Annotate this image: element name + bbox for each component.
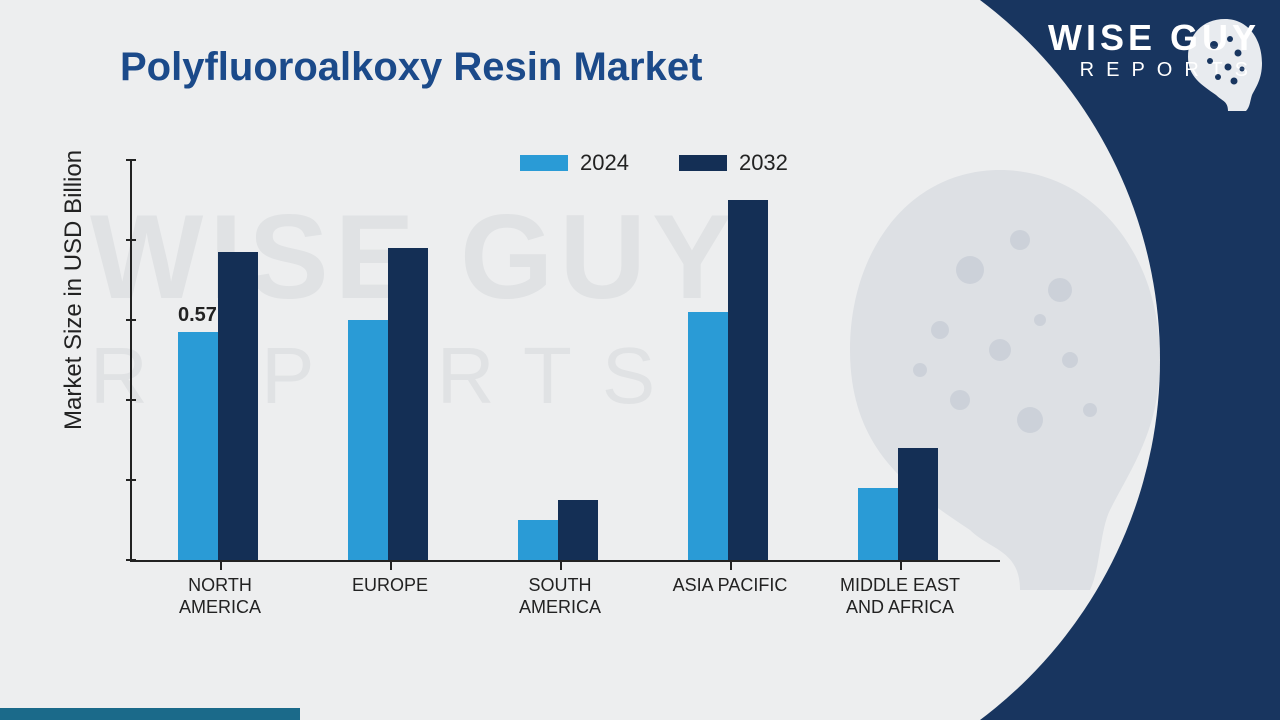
category-label: ASIA PACIFIC — [660, 575, 800, 597]
y-tick — [126, 239, 136, 241]
bar-group — [840, 160, 960, 560]
bar-2024 — [518, 520, 558, 560]
y-tick — [126, 559, 136, 561]
y-axis-label: Market Size in USD Billion — [60, 150, 88, 430]
footer-accent-bar — [0, 708, 300, 720]
x-axis — [130, 560, 1000, 562]
y-tick — [126, 399, 136, 401]
category-label: EUROPE — [320, 575, 460, 597]
y-tick — [126, 319, 136, 321]
category-label: MIDDLE EAST AND AFRICA — [830, 575, 970, 618]
bar-2024 — [858, 488, 898, 560]
x-tick — [220, 560, 222, 570]
bar-2032 — [388, 248, 428, 560]
stage: WISE GUY REPORTS Polyfluoroalkoxy Resin … — [0, 0, 1280, 720]
chart-title: Polyfluoroalkoxy Resin Market — [120, 45, 702, 90]
bar-2024 — [348, 320, 388, 560]
x-tick — [730, 560, 732, 570]
bar-chart: NORTH AMERICAEUROPESOUTH AMERICAASIA PAC… — [100, 160, 1000, 580]
category-label: NORTH AMERICA — [150, 575, 290, 618]
x-tick — [560, 560, 562, 570]
bar-data-label: 0.57 — [178, 304, 217, 327]
bar-2024 — [688, 312, 728, 560]
y-tick — [126, 479, 136, 481]
bar-2032 — [218, 252, 258, 560]
x-tick — [390, 560, 392, 570]
bar-group — [500, 160, 620, 560]
bar-2032 — [728, 200, 768, 560]
y-axis — [130, 160, 132, 560]
bar-group — [670, 160, 790, 560]
y-tick — [126, 159, 136, 161]
bar-2024 — [178, 332, 218, 560]
logo-head-icon — [1180, 15, 1270, 115]
bar-2032 — [558, 500, 598, 560]
x-tick — [900, 560, 902, 570]
category-label: SOUTH AMERICA — [490, 575, 630, 618]
brand-logo: WISE GUY REPORTS — [980, 20, 1260, 80]
bar-group — [330, 160, 450, 560]
bar-2032 — [898, 448, 938, 560]
bar-group — [160, 160, 280, 560]
